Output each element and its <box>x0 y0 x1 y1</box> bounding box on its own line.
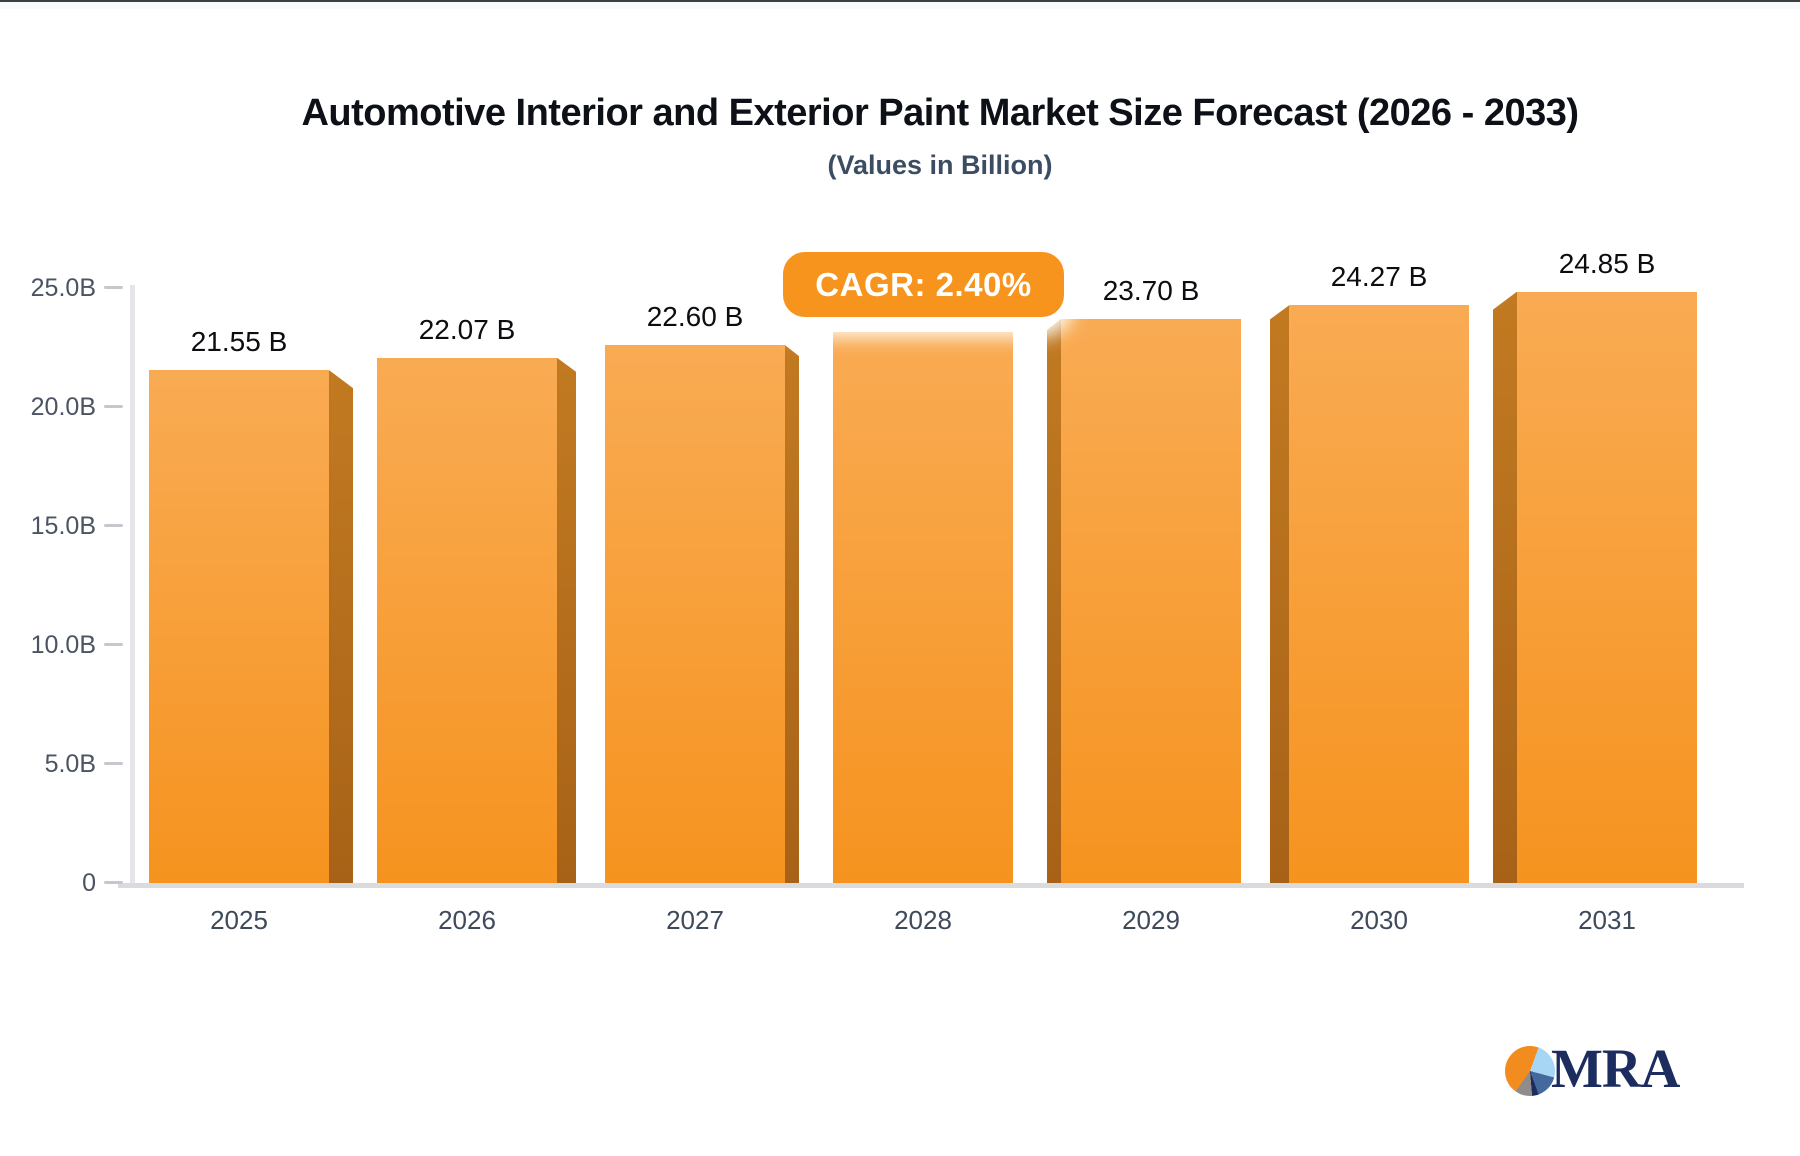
screen-top-band <box>0 2 1800 9</box>
x-axis-label: 2026 <box>438 905 496 935</box>
y-axis-tick-mark <box>104 643 123 646</box>
bar-value-label: 24.27 B <box>1330 261 1428 293</box>
chart-subtitle: (Values in Billion) <box>827 150 1053 180</box>
x-baseline <box>118 883 1744 888</box>
y-axis-tick-label: 20.0B <box>30 393 96 421</box>
chart-title: Automotive Interior and Exterior Paint M… <box>301 92 1579 134</box>
bar-value-label: 23.70 B <box>1102 274 1200 306</box>
bar-face-2027 <box>605 345 785 883</box>
x-axis-label: 2025 <box>210 905 268 935</box>
bar-side-2031 <box>1493 291 1517 883</box>
y-axis-tick-mark <box>104 762 123 765</box>
y-axis-tick-label: 0 <box>82 869 96 897</box>
y-axis-tick-label: 5.0B <box>44 750 96 778</box>
logo: MRA <box>1505 1036 1680 1100</box>
y-axis-tick-mark <box>104 524 123 527</box>
y-axis-line <box>130 285 135 888</box>
bar-face-2025 <box>149 370 329 883</box>
bar-side-2029 <box>1047 318 1061 883</box>
y-axis-tick-mark <box>104 405 123 408</box>
bar-face-2028 <box>833 332 1013 883</box>
x-axis-label: 2029 <box>1122 905 1180 935</box>
bar-value-label: 22.07 B <box>418 313 516 345</box>
bar-value-label: 24.85 B <box>1558 247 1656 279</box>
bar-face-2026 <box>377 357 557 883</box>
logo-pie-icon <box>1505 1045 1555 1096</box>
logo-text: MRA <box>1551 1037 1680 1099</box>
cagr-badge: CAGR: 2.40% <box>783 252 1064 317</box>
screen-top-edge <box>0 0 1800 2</box>
bar-face-2029 <box>1061 318 1241 883</box>
bar-side-2026 <box>557 357 576 883</box>
bar-side-2027 <box>785 345 799 883</box>
y-axis-tick-label: 25.0B <box>30 274 96 302</box>
y-axis-tick-label: 10.0B <box>30 631 96 659</box>
bar-side-2030 <box>1270 305 1289 883</box>
bar-side-2025 <box>329 370 353 883</box>
bar-face-2030 <box>1289 305 1469 883</box>
y-axis-tick-mark <box>104 881 123 884</box>
x-axis-label: 2030 <box>1350 905 1408 935</box>
bar-face-2031 <box>1517 291 1697 883</box>
bar-value-label: 22.60 B <box>646 301 744 333</box>
x-axis-label: 2027 <box>666 905 724 935</box>
y-axis-tick-mark <box>104 286 123 289</box>
y-axis-tick-label: 15.0B <box>30 512 96 540</box>
x-axis-label: 2028 <box>894 905 952 935</box>
bar-value-label: 21.55 B <box>190 326 288 358</box>
x-axis-label: 2031 <box>1578 905 1636 935</box>
